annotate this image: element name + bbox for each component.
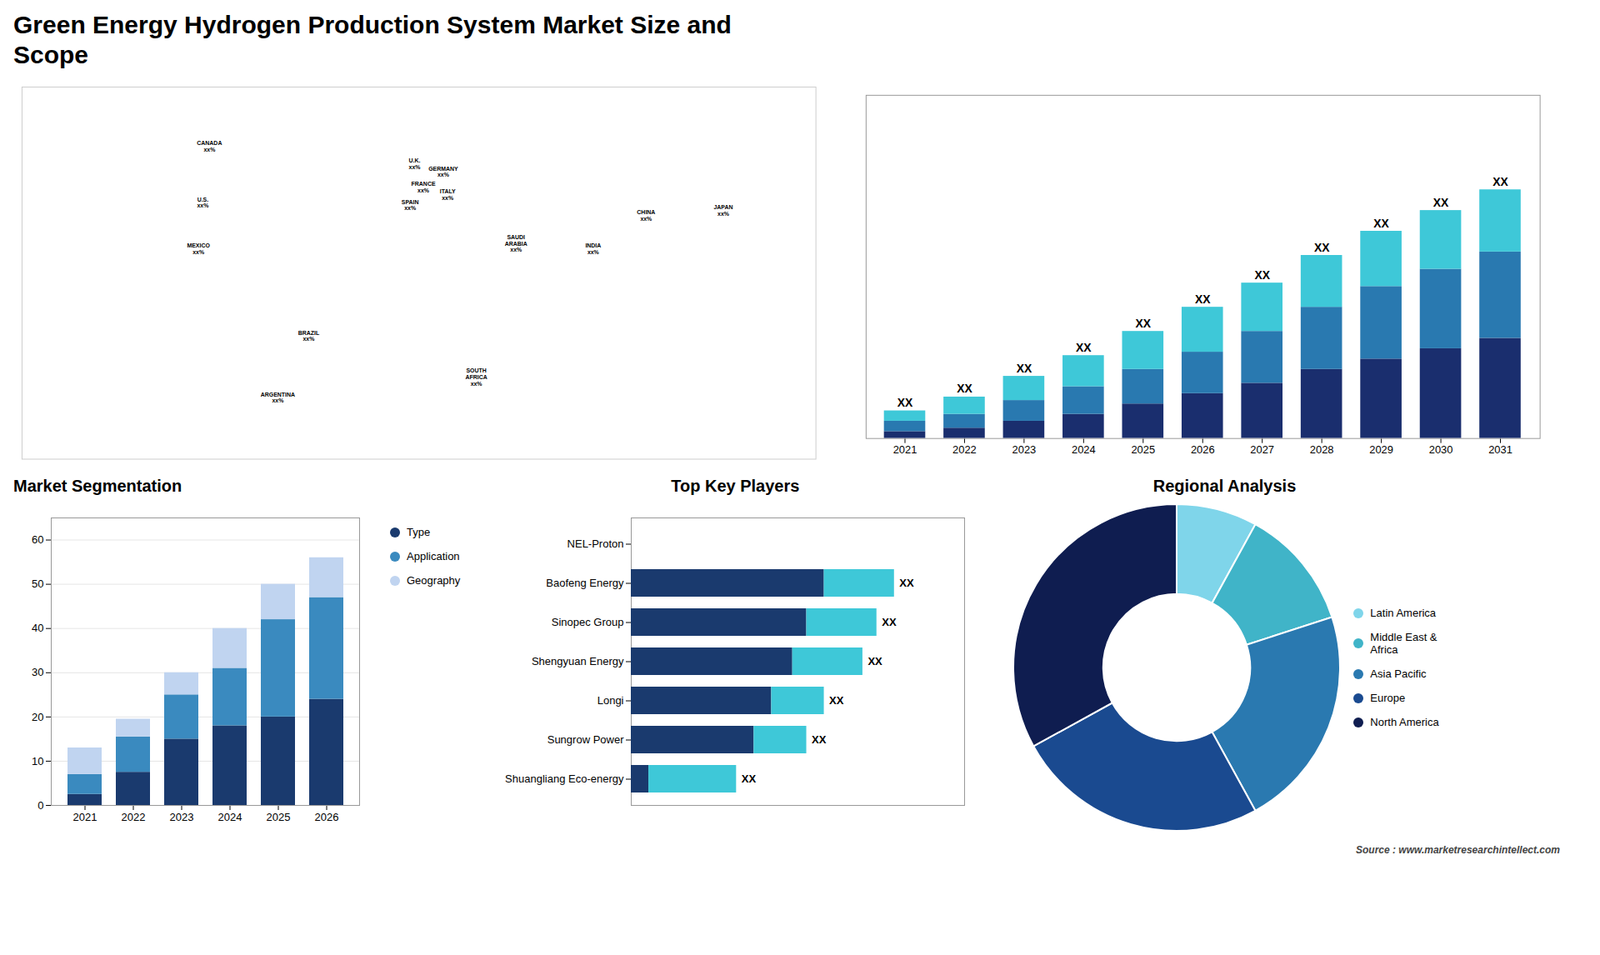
html-text:Application: Application xyxy=(406,550,460,563)
html-text:Europe: Europe xyxy=(1370,692,1406,705)
svg-text:SPAINxx%: SPAINxx% xyxy=(401,199,420,212)
svg-text:XX: XX xyxy=(900,577,915,590)
html-text:Asia Pacific: Asia Pacific xyxy=(1370,667,1427,681)
svg-text:2022: 2022 xyxy=(121,810,146,824)
svg-text:XX: XX xyxy=(1075,340,1092,355)
svg-text:MEXICOxx%: MEXICOxx% xyxy=(186,242,210,255)
svg-text:XX: XX xyxy=(741,773,757,786)
svg-text:60: 60 xyxy=(31,534,44,547)
svg-text:U.K.xx%: U.K.xx% xyxy=(409,157,421,170)
svg-text:2023: 2023 xyxy=(170,810,195,824)
svg-text:2030: 2030 xyxy=(1428,443,1453,456)
svg-text:2022: 2022 xyxy=(952,443,977,456)
svg-text:JAPANxx%: JAPANxx% xyxy=(713,204,733,217)
svg-text:2025: 2025 xyxy=(1130,443,1155,456)
svg-text:0: 0 xyxy=(37,799,44,812)
svg-text:20: 20 xyxy=(31,710,44,724)
svg-text:CHINAxx%: CHINAxx% xyxy=(636,209,655,222)
html-text:Top Key Players: Top Key Players xyxy=(671,477,800,496)
svg-text:2026: 2026 xyxy=(315,810,340,824)
svg-text:CANADAxx%: CANADAxx% xyxy=(196,140,222,153)
svg-text:SAUDIARABIAxx%: SAUDIARABIAxx% xyxy=(505,234,528,253)
svg-text:ITALYxx%: ITALYxx% xyxy=(440,188,456,201)
svg-text:FRANCExx%: FRANCExx% xyxy=(411,180,436,194)
svg-text:2024: 2024 xyxy=(1071,443,1096,456)
html-text:Latin America: Latin America xyxy=(1370,607,1436,620)
svg-text:40: 40 xyxy=(31,622,44,635)
html-text:Regional Analysis: Regional Analysis xyxy=(1153,477,1297,496)
svg-text:XX: XX xyxy=(1313,240,1330,255)
svg-text:2028: 2028 xyxy=(1309,443,1334,456)
html-text:Green Energy Hydrogen Producti: Green Energy Hydrogen Production System … xyxy=(13,10,732,69)
svg-text:2031: 2031 xyxy=(1488,443,1513,456)
svg-text:2026: 2026 xyxy=(1190,443,1215,456)
svg-text:Longi: Longi xyxy=(597,695,625,708)
html-text:Middle East & Africa: Middle East & Africa xyxy=(1370,631,1438,657)
svg-text:XX: XX xyxy=(1432,195,1449,210)
html-text:Type: Type xyxy=(406,526,431,539)
html-text:Market Segmentation: Market Segmentation xyxy=(13,477,182,496)
svg-text:XX: XX xyxy=(1492,175,1509,189)
svg-text:U.S.xx%: U.S.xx% xyxy=(196,196,209,210)
svg-text:50: 50 xyxy=(31,578,44,591)
svg-text:BRAZILxx%: BRAZILxx% xyxy=(298,330,320,343)
svg-text:XX: XX xyxy=(1015,361,1032,375)
svg-text:XX: XX xyxy=(829,695,845,708)
svg-text:2021: 2021 xyxy=(73,810,98,824)
svg-text:XX: XX xyxy=(1373,216,1390,230)
svg-text:XX: XX xyxy=(868,655,884,669)
svg-text:Shengyuan Energy: Shengyuan Energy xyxy=(531,655,625,669)
svg-text:Baofeng Energy: Baofeng Energy xyxy=(546,577,625,590)
svg-text:2025: 2025 xyxy=(266,810,291,824)
svg-text:NEL-Proton: NEL-Proton xyxy=(567,538,625,551)
svg-text:XX: XX xyxy=(811,734,827,747)
svg-text:2027: 2027 xyxy=(1250,443,1275,456)
html-text:Geography: Geography xyxy=(406,574,461,587)
svg-text:2021: 2021 xyxy=(892,443,917,456)
svg-text:XX: XX xyxy=(956,381,973,395)
svg-text:XX: XX xyxy=(882,616,898,630)
svg-text:XX: XX xyxy=(1195,292,1211,306)
svg-text:GERMANYxx%: GERMANYxx% xyxy=(428,165,459,179)
svg-text:SOUTHAFRICAxx%: SOUTHAFRICAxx% xyxy=(465,367,487,386)
svg-text:30: 30 xyxy=(31,666,44,680)
svg-text:2029: 2029 xyxy=(1369,443,1394,456)
html-text:North America: North America xyxy=(1370,716,1439,729)
svg-text:Shuangliang Eco-energy: Shuangliang Eco-energy xyxy=(505,773,625,786)
svg-text:XX: XX xyxy=(1135,316,1151,330)
svg-text:2024: 2024 xyxy=(218,810,243,824)
svg-text:Sungrow Power: Sungrow Power xyxy=(547,734,625,747)
html-text:Source : www.marketresearchint: Source : www.marketresearchintellect.com xyxy=(1355,844,1560,857)
svg-text:10: 10 xyxy=(31,755,44,768)
svg-text:2023: 2023 xyxy=(1011,443,1036,456)
svg-text:Sinopec Group: Sinopec Group xyxy=(551,616,625,630)
svg-text:XX: XX xyxy=(1254,268,1270,282)
svg-text:ARGENTINAxx%: ARGENTINAxx% xyxy=(260,391,295,405)
svg-text:XX: XX xyxy=(896,395,913,410)
svg-text:INDIAxx%: INDIAxx% xyxy=(585,242,601,255)
